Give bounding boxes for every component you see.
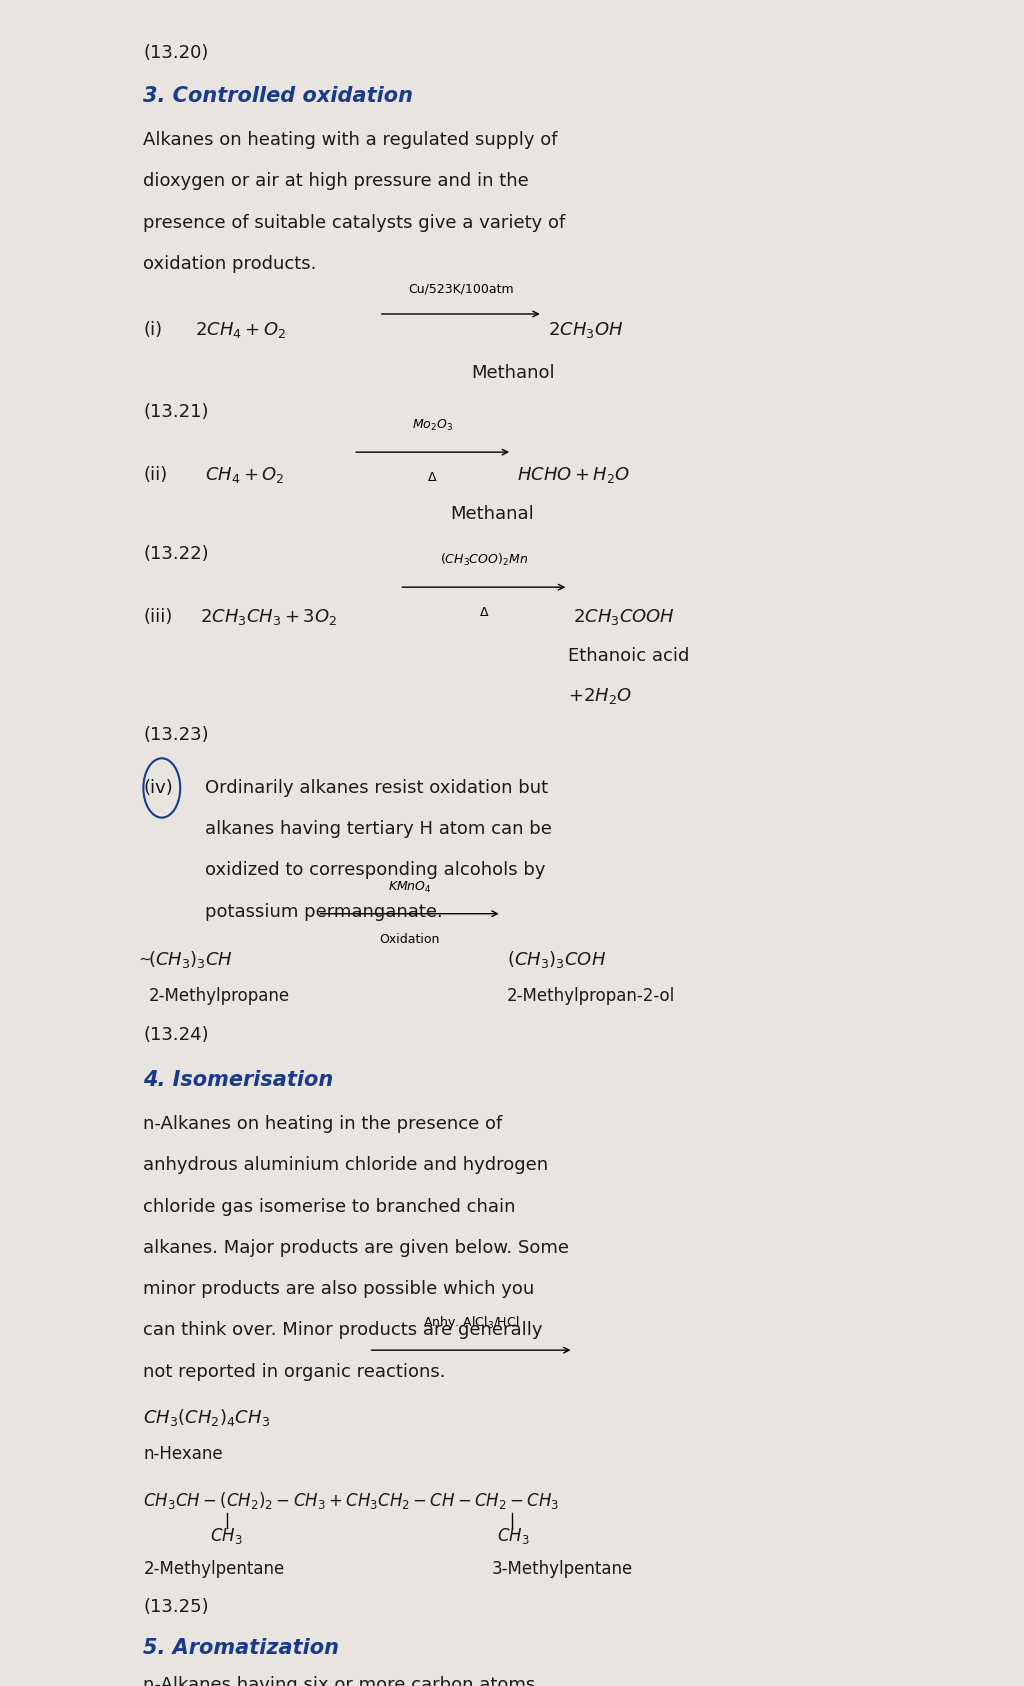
Text: (13.24): (13.24) [143,1027,209,1044]
Text: Oxidation: Oxidation [380,932,439,946]
Text: Cu/523K/100atm: Cu/523K/100atm [408,282,514,295]
Text: n-Hexane: n-Hexane [143,1445,223,1463]
Text: (i): (i) [143,320,163,339]
Text: (13.23): (13.23) [143,727,209,744]
Text: $Mo_2O_3$: $Mo_2O_3$ [412,418,454,433]
Text: 2-Methylpentane: 2-Methylpentane [143,1560,285,1578]
Text: $2CH_3COOH$: $2CH_3COOH$ [573,607,676,627]
Text: n-Alkanes having six or more carbon atoms: n-Alkanes having six or more carbon atom… [143,1676,536,1686]
Text: $CH_3$: $CH_3$ [497,1526,529,1546]
Text: $CH_3$: $CH_3$ [210,1526,243,1546]
Text: alkanes having tertiary H atom can be: alkanes having tertiary H atom can be [205,819,552,838]
Text: Anhy. AlCl$_3$/HCl: Anhy. AlCl$_3$/HCl [423,1315,519,1332]
Text: $(CH_3)_3COH$: $(CH_3)_3COH$ [507,949,606,969]
Text: $2CH_3CH_3 + 3O_2$: $2CH_3CH_3 + 3O_2$ [200,607,337,627]
Text: 5. Aromatization: 5. Aromatization [143,1639,339,1659]
Text: Methanol: Methanol [471,364,555,381]
Text: anhydrous aluminium chloride and hydrogen: anhydrous aluminium chloride and hydroge… [143,1157,549,1175]
Text: (13.22): (13.22) [143,545,209,563]
Text: $HCHO + H_2O$: $HCHO + H_2O$ [517,465,631,486]
Text: 4. Isomerisation: 4. Isomerisation [143,1069,334,1089]
Text: Methanal: Methanal [451,506,535,523]
Text: (ii): (ii) [143,465,168,484]
Text: oxidized to corresponding alcohols by: oxidized to corresponding alcohols by [205,862,546,880]
Text: 3-Methylpentane: 3-Methylpentane [492,1560,633,1578]
Text: $(CH_3COO)_2Mn$: $(CH_3COO)_2Mn$ [439,553,528,568]
Text: ~: ~ [138,953,151,966]
Text: $2CH_3OH$: $2CH_3OH$ [548,320,624,339]
Text: potassium permanganate.: potassium permanganate. [205,902,442,921]
Text: $CH_4 + O_2$: $CH_4 + O_2$ [205,465,285,486]
Text: (13.25): (13.25) [143,1598,209,1617]
Text: $CH_3(CH_2)_4CH_3$: $CH_3(CH_2)_4CH_3$ [143,1408,270,1428]
Text: 2-Methylpropane: 2-Methylpropane [148,986,290,1005]
Text: (13.21): (13.21) [143,403,209,422]
Text: (13.20): (13.20) [143,44,209,62]
Text: chloride gas isomerise to branched chain: chloride gas isomerise to branched chain [143,1197,516,1216]
Text: Alkanes on heating with a regulated supply of: Alkanes on heating with a regulated supp… [143,132,558,148]
Text: $CH_3CH-(CH_2)_2-CH_3 + CH_3CH_2-CH-CH_2-CH_3$: $CH_3CH-(CH_2)_2-CH_3 + CH_3CH_2-CH-CH_2… [143,1489,560,1511]
Text: $(CH_3)_3CH$: $(CH_3)_3CH$ [148,949,233,969]
Text: oxidation products.: oxidation products. [143,255,316,273]
Text: $+ 2H_2O$: $+ 2H_2O$ [568,686,633,706]
Text: not reported in organic reactions.: not reported in organic reactions. [143,1362,445,1381]
Text: Ethanoic acid: Ethanoic acid [568,647,690,664]
Text: $2CH_4 + O_2$: $2CH_4 + O_2$ [195,320,286,339]
Text: (iii): (iii) [143,607,173,626]
Text: dioxygen or air at high pressure and in the: dioxygen or air at high pressure and in … [143,172,529,191]
Text: 2-Methylpropan-2-ol: 2-Methylpropan-2-ol [507,986,675,1005]
Text: $KMnO_4$: $KMnO_4$ [388,880,431,895]
Text: can think over. Minor products are generally: can think over. Minor products are gener… [143,1322,543,1339]
Text: $\Delta$: $\Delta$ [478,605,489,619]
Text: minor products are also possible which you: minor products are also possible which y… [143,1280,535,1298]
Text: (iv): (iv) [143,779,173,797]
Text: $\Delta$: $\Delta$ [427,470,438,484]
Text: alkanes. Major products are given below. Some: alkanes. Major products are given below.… [143,1239,569,1256]
Text: Ordinarily alkanes resist oxidation but: Ordinarily alkanes resist oxidation but [205,779,548,797]
Text: presence of suitable catalysts give a variety of: presence of suitable catalysts give a va… [143,214,565,231]
Text: n-Alkanes on heating in the presence of: n-Alkanes on heating in the presence of [143,1114,503,1133]
Text: 3. Controlled oxidation: 3. Controlled oxidation [143,86,414,106]
